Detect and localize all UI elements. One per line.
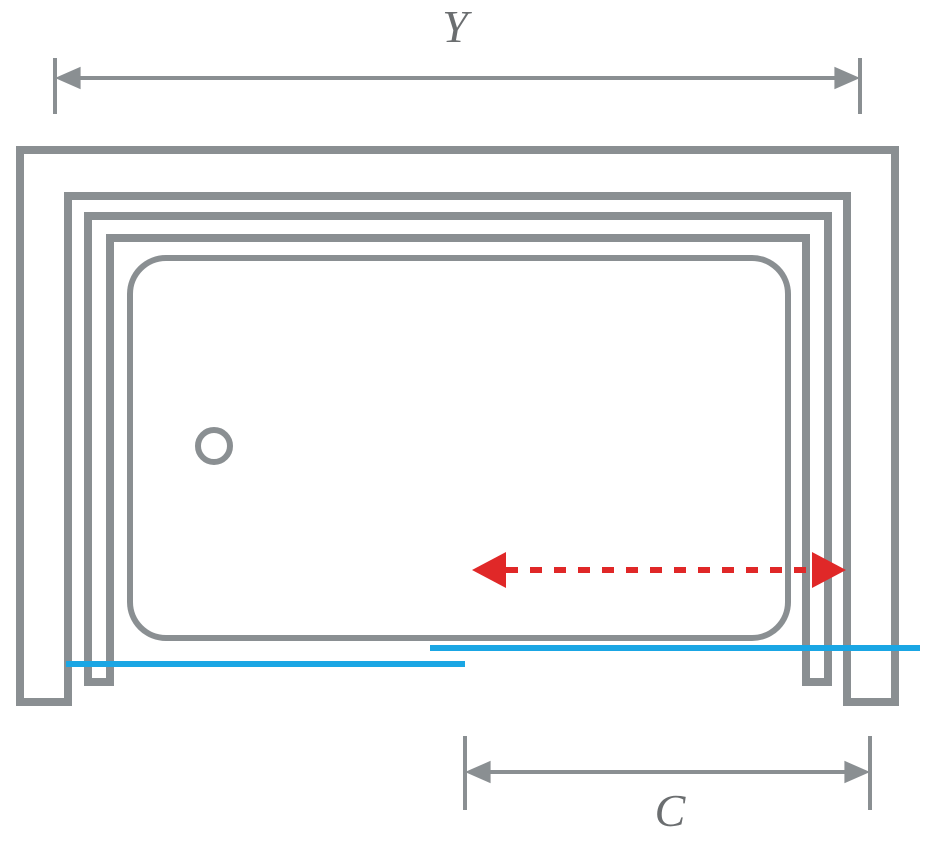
arrow-left-icon (472, 552, 506, 588)
arrow-left-icon (465, 761, 491, 783)
dimension-c-label: C (655, 785, 687, 836)
dimension-y-label: Y (442, 1, 472, 52)
dimension-top: Y (55, 1, 860, 114)
shower-tray (130, 258, 788, 638)
arrow-left-icon (55, 67, 81, 89)
drain-icon (198, 430, 230, 462)
arrow-right-icon (834, 67, 860, 89)
sliding-door-panels (66, 648, 920, 664)
diagram: Y C (0, 0, 930, 860)
dimension-bottom: C (465, 736, 870, 836)
arrow-right-icon (844, 761, 870, 783)
